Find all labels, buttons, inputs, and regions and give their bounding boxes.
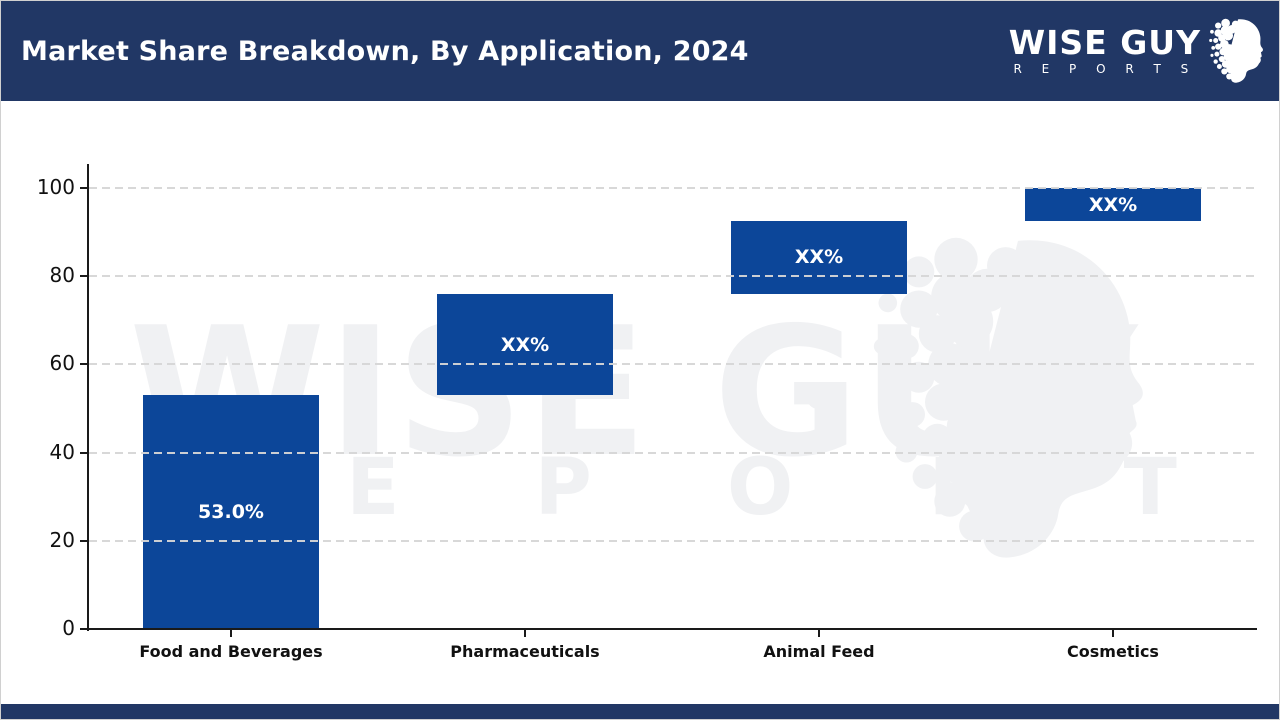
logo-subtitle: R E P O R T S	[1013, 62, 1197, 77]
y-tick-label: 20	[49, 527, 75, 552]
chart-plot-area: 0 20 40 60 80 100 53.0% Food and Beverages XX% Ph…	[1, 101, 1279, 719]
wise-guy-head-icon	[1209, 18, 1263, 83]
gridline	[89, 539, 1257, 542]
gridline	[89, 451, 1257, 454]
bar-pharmaceuticals: XX%	[437, 293, 613, 396]
y-tick-mark	[80, 187, 87, 189]
y-tick-label: 80	[49, 263, 75, 288]
y-tick-mark	[80, 539, 87, 542]
logo-wordmark: WISE GUY	[1008, 22, 1201, 62]
y-tick-mark	[80, 628, 87, 630]
x-tick-label-food-and-beverages: Food and Beverages	[139, 642, 323, 661]
header-bar: Market Share Breakdown, By Application, …	[1, 1, 1279, 101]
bar-value-label: XX%	[1088, 193, 1138, 216]
y-tick-label: 60	[49, 351, 75, 376]
x-tick-mark	[524, 630, 526, 637]
bar-value-label: XX%	[794, 246, 844, 269]
gridline	[89, 275, 1257, 278]
watermark-dot	[807, 387, 829, 409]
x-tick-mark	[818, 630, 820, 637]
logo-text: WISE GUY R E P O R T S	[1008, 22, 1201, 77]
x-axis-line	[87, 628, 1257, 630]
page-title: Market Share Breakdown, By Application, …	[21, 35, 749, 67]
x-tick-label-pharmaceuticals: Pharmaceuticals	[450, 642, 600, 661]
gridline	[89, 363, 1257, 366]
bar-value-label: XX%	[500, 333, 550, 356]
x-tick-mark	[1112, 630, 1114, 637]
bar-animal-feed: XX%	[731, 221, 907, 294]
y-tick-label: 100	[36, 175, 75, 199]
wise-guy-logo: WISE GUY R E P O R T S	[1009, 9, 1269, 93]
bar-cosmetics: XX%	[1025, 188, 1201, 222]
y-tick-label: 0	[62, 616, 75, 640]
y-tick-mark	[80, 363, 87, 366]
y-tick-mark	[80, 451, 87, 454]
x-tick-label-cosmetics: Cosmetics	[1067, 642, 1159, 661]
y-axis-line	[87, 164, 89, 631]
x-tick-label-animal-feed: Animal Feed	[763, 642, 875, 661]
bar-food-and-beverages: 53.0%	[143, 395, 319, 629]
gridline	[89, 187, 1257, 189]
x-tick-mark	[230, 630, 232, 637]
footer-bar	[1, 704, 1279, 719]
y-tick-label: 40	[49, 439, 75, 464]
bar-value-label: 53.0%	[198, 501, 264, 524]
y-tick-mark	[80, 275, 87, 278]
